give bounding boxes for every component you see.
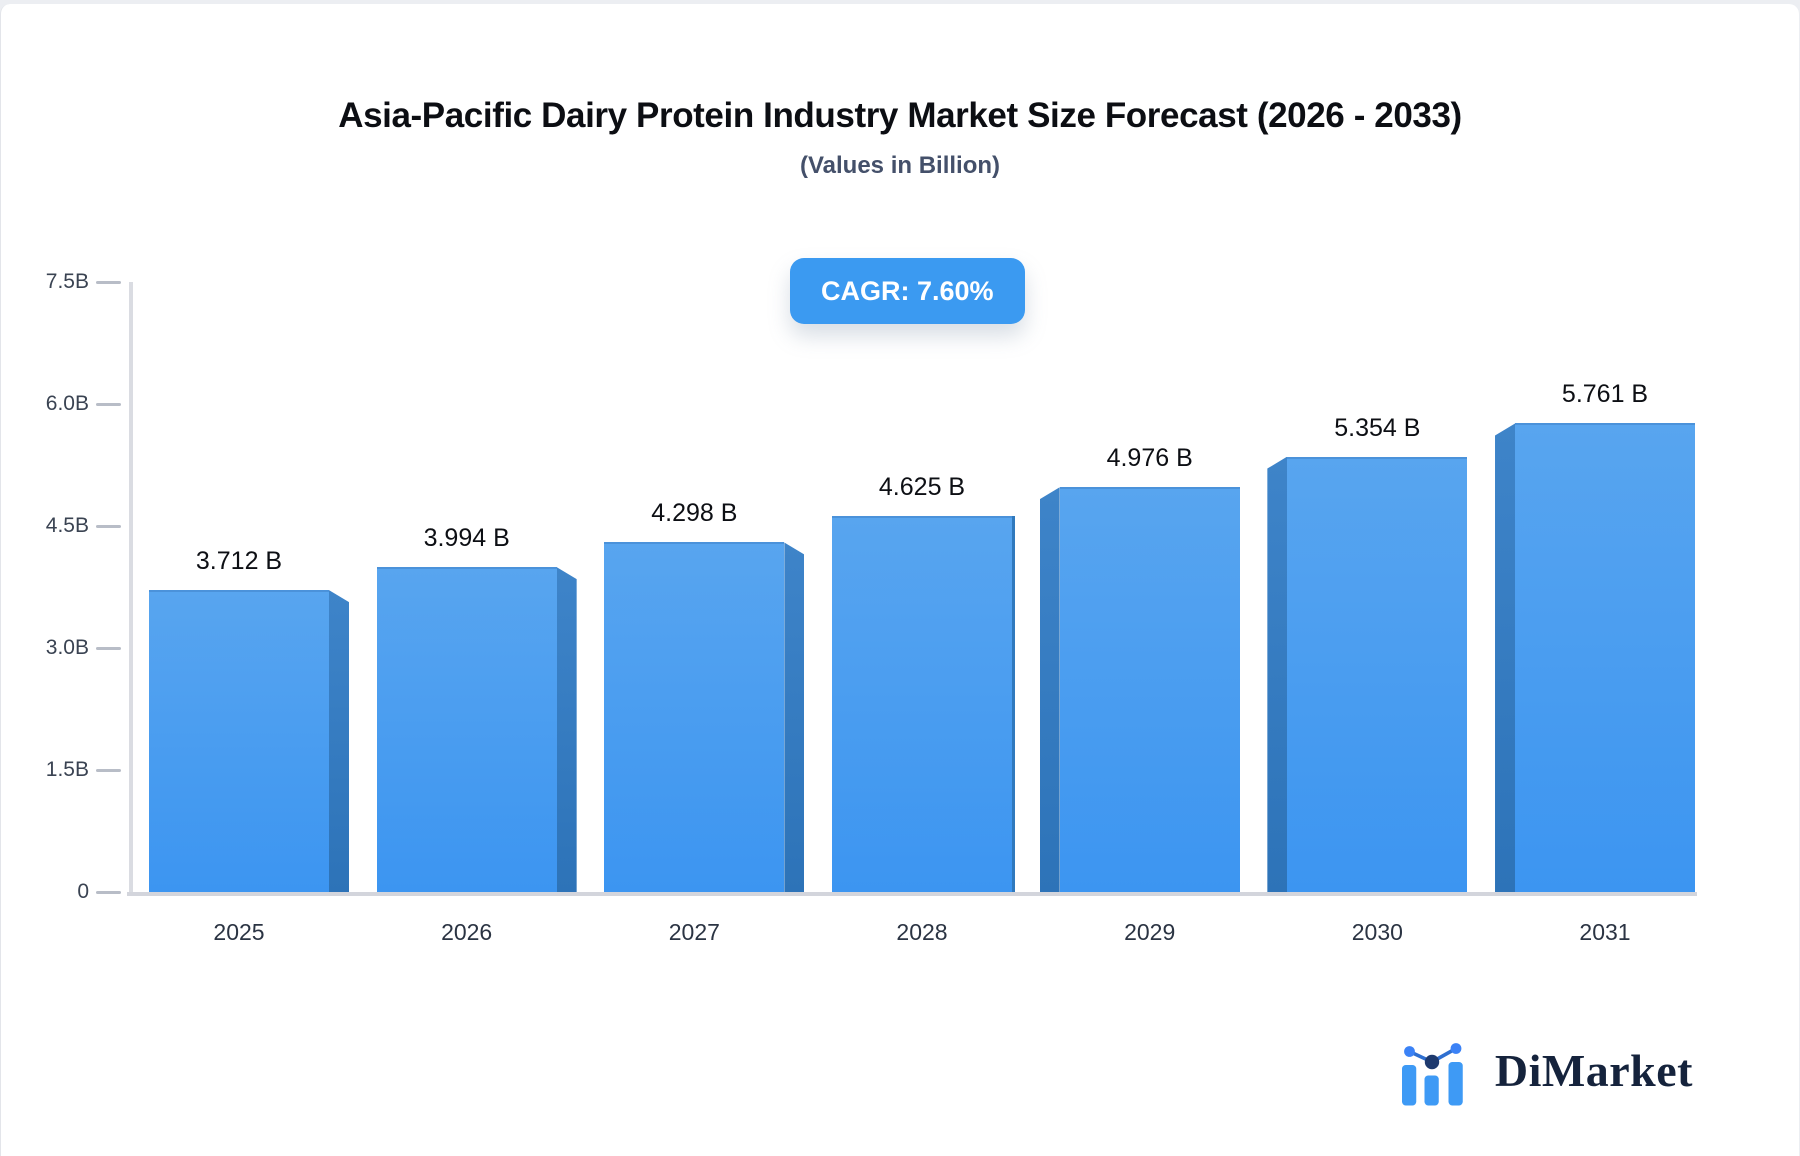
bar-2025[interactable] (149, 590, 329, 892)
bar-2028[interactable] (832, 515, 1015, 892)
bar-2029[interactable] (1059, 487, 1240, 892)
x-axis-label-2027: 2027 (668, 919, 720, 945)
x-axis-label-2030: 2030 (1351, 919, 1403, 945)
y-tick-label-2: 3.0B (45, 636, 89, 659)
bar-value-label-2028: 4.625 B (878, 472, 966, 501)
y-tick-label-4: 6.0B (45, 392, 89, 415)
bar-value-label-2026: 3.994 B (423, 524, 510, 553)
y-tick-label-3: 4.5B (45, 514, 89, 537)
y-tick-label-0: 0 (77, 880, 89, 903)
bar-value-label-2030: 5.354 B (1334, 413, 1421, 442)
plot-area: 0 1.5B 3.0B 4.5B 6.0B 7.5B 3.712 B 2025 3.994 B 2… (46, 270, 1697, 945)
x-axis-label-2028: 2028 (896, 919, 948, 945)
y-tick-dash-1 (96, 768, 121, 772)
bar-value-label-2025: 3.712 B (195, 547, 283, 576)
bar-value-label-2031: 5.761 B (1561, 380, 1649, 409)
bar-value-label-2027: 4.298 B (651, 499, 738, 528)
bar-3d-side-2029 (1039, 487, 1060, 892)
bar-3d-side-2030 (1267, 456, 1288, 892)
y-tick-dash-5 (96, 280, 121, 284)
dimarket-logo-icon (1401, 1043, 1463, 1106)
bar-3d-side-2025 (329, 590, 349, 892)
cagr-badge: CAGR: 7.60% (790, 258, 1025, 324)
y-tick-dash-3 (96, 524, 121, 528)
bar-2026[interactable] (376, 567, 557, 892)
y-tick-label-5: 7.5B (45, 270, 89, 293)
y-tick-dash-0 (96, 890, 121, 894)
bar-3d-side-2026 (556, 567, 577, 892)
y-axis-line (129, 282, 133, 892)
bar-2031[interactable] (1515, 423, 1696, 892)
bar-2027[interactable] (604, 542, 785, 892)
x-axis-label-2031: 2031 (1579, 919, 1631, 945)
y-tick-label-1: 1.5B (45, 758, 89, 781)
x-axis-label-2025: 2025 (213, 919, 265, 945)
y-tick-dash-2 (96, 646, 121, 650)
bar-2030[interactable] (1287, 456, 1468, 892)
x-axis-label-2029: 2029 (1124, 919, 1176, 945)
x-axis-label-2026: 2026 (441, 919, 493, 945)
x-axis-line (127, 892, 1697, 896)
chart-title: Asia-Pacific Dairy Protein Industry Mark… (338, 96, 1462, 135)
bar-3d-side-2031 (1495, 423, 1516, 892)
chart-subtitle: (Values in Billion) (799, 152, 1001, 179)
y-tick-dash-4 (96, 402, 121, 406)
bar-3d-side-2027 (784, 542, 805, 892)
chart-card: Asia-Pacific Dairy Protein Industry Mark… (0, 4, 1799, 1156)
bar-value-label-2029: 4.976 B (1106, 444, 1193, 473)
dimarket-logo: DiMarket (1399, 1036, 1693, 1106)
dimarket-logo-text: DiMarket (1494, 1045, 1693, 1096)
